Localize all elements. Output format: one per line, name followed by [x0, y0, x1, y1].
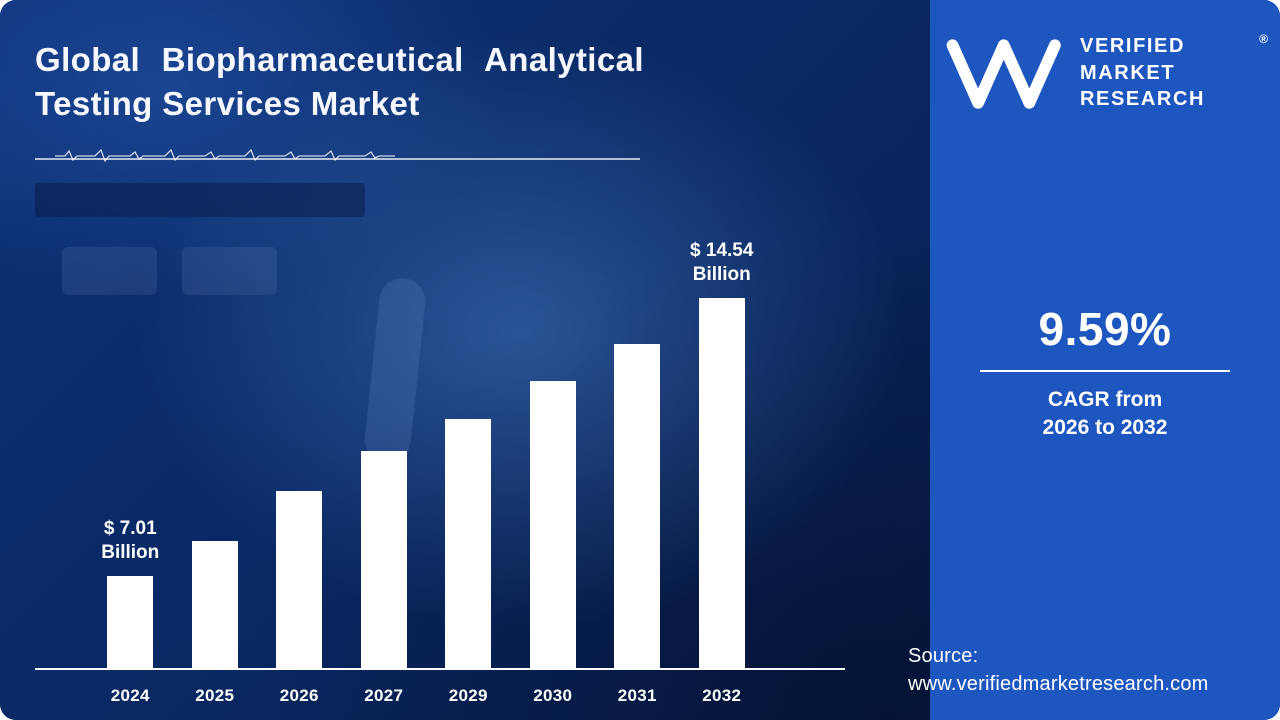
ecg-underline-icon — [35, 148, 640, 163]
page-title-line-1: Global Biopharmaceutical Analytical — [35, 41, 644, 78]
cagr-caption: CAGR from 2026 to 2032 — [930, 386, 1280, 443]
brand-name-line: VERIFIED — [1080, 35, 1186, 58]
right-panel: VERIFIED MARKET RESEARCH ® 9.59% CAGR fr… — [908, 0, 1280, 720]
background-graphic — [35, 183, 365, 217]
page-title-line-2: Testing Services Market — [35, 84, 420, 122]
bar-slot: $ 7.01 Billion — [88, 517, 173, 668]
vmr-monogram-icon — [946, 39, 1061, 109]
chart-section: Global Biopharmaceutical Analytical Test… — [0, 0, 930, 720]
bar-2032 — [698, 298, 745, 668]
brand-logo: VERIFIED MARKET RESEARCH — [944, 30, 1205, 116]
source-label: Source: — [908, 645, 979, 667]
background-folder-graphic — [62, 247, 157, 295]
x-axis-line — [35, 668, 845, 670]
x-tick-label: 2027 — [364, 686, 404, 705]
bar-2030 — [529, 381, 576, 668]
x-tick-label: 2024 — [110, 686, 150, 705]
background-folder-graphic — [182, 247, 277, 295]
x-tick-label: 2031 — [617, 686, 657, 705]
x-tick-label: 2026 — [279, 686, 319, 705]
x-tick-label: 2030 — [533, 686, 573, 705]
x-axis-tick-labels: 2024 2025 2026 2027 2029 2030 2031 2032 — [88, 686, 764, 706]
x-tick-label: 2029 — [448, 686, 488, 705]
source-block: Source: www.verifiedmarketresearch.com — [908, 642, 1209, 698]
bar-slot — [173, 541, 258, 668]
registered-trademark-symbol: ® — [1259, 32, 1268, 46]
bar-value-label: $ 7.01 Billion — [101, 517, 160, 564]
x-tick-label: 2025 — [195, 686, 235, 705]
bar-slot — [257, 491, 342, 668]
cagr-stat: 9.59% CAGR from 2026 to 2032 — [930, 302, 1280, 443]
brand-name: VERIFIED MARKET RESEARCH — [1080, 33, 1205, 112]
bar-slot — [342, 451, 427, 668]
brand-name-line: RESEARCH — [1080, 88, 1206, 111]
bar-slot — [595, 344, 680, 668]
bar-2031 — [614, 344, 661, 668]
bar-slot — [511, 381, 596, 668]
cagr-caption-line-1: CAGR from — [1047, 388, 1163, 411]
bar-2026 — [276, 491, 323, 668]
bar-slot — [426, 419, 511, 668]
x-tick-label: 2032 — [702, 686, 742, 705]
bar-2029 — [445, 419, 492, 668]
bar-value-label: $ 14.54 Billion — [690, 239, 754, 286]
bar-2025 — [191, 541, 238, 668]
bar-2027 — [360, 451, 407, 668]
bar-chart: $ 7.01 Billion $ 14.54 Billion — [88, 223, 764, 668]
divider — [980, 370, 1230, 372]
cagr-caption-line-2: 2026 to 2032 — [1042, 416, 1168, 440]
page-title: Global Biopharmaceutical Analytical Test… — [35, 38, 775, 125]
cagr-value: 9.59% — [1038, 303, 1172, 355]
brand-name-line: MARKET — [1080, 61, 1176, 84]
source-url[interactable]: www.verifiedmarketresearch.com — [908, 673, 1209, 695]
bar-2024 — [107, 576, 154, 668]
bar-slot: $ 14.54 Billion — [680, 239, 765, 668]
